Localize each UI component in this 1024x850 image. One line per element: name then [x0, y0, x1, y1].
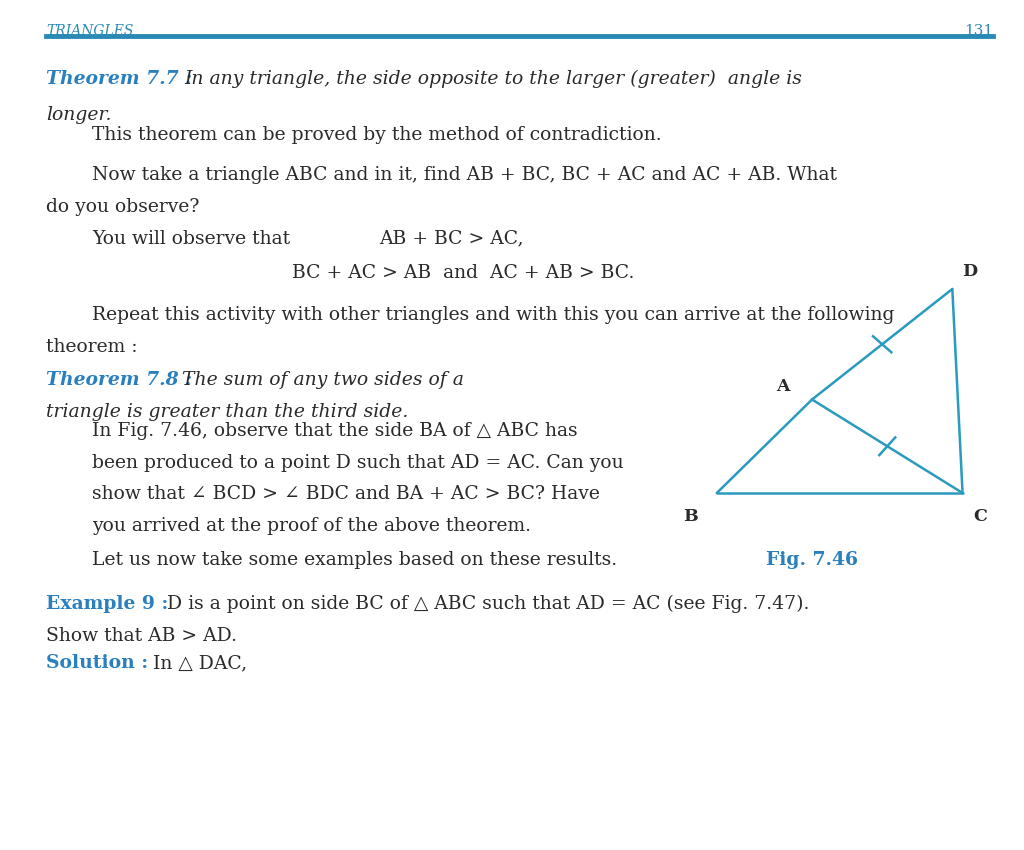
- Text: D is a point on side BC of △ ABC such that AD = AC (see Fig. 7.47).: D is a point on side BC of △ ABC such th…: [167, 595, 809, 613]
- Text: Theorem 7.8 :: Theorem 7.8 :: [46, 371, 199, 388]
- Text: you arrived at the proof of the above theorem.: you arrived at the proof of the above th…: [92, 517, 531, 535]
- Text: show that ∠ BCD > ∠ BDC and BA + AC > BC? Have: show that ∠ BCD > ∠ BDC and BA + AC > BC…: [92, 485, 600, 503]
- Text: Show that AB > AD.: Show that AB > AD.: [46, 627, 238, 645]
- Text: Fig. 7.46: Fig. 7.46: [766, 551, 858, 569]
- Text: AB + BC > AC,: AB + BC > AC,: [379, 230, 523, 247]
- Text: C: C: [973, 508, 987, 525]
- Text: triangle is greater than the third side.: triangle is greater than the third side.: [46, 403, 409, 421]
- Text: This theorem can be proved by the method of contradiction.: This theorem can be proved by the method…: [92, 126, 662, 144]
- Text: You will observe that: You will observe that: [92, 230, 290, 247]
- Text: Solution :: Solution :: [46, 654, 155, 672]
- Text: theorem :: theorem :: [46, 338, 137, 356]
- Text: been produced to a point D such that AD = AC. Can you: been produced to a point D such that AD …: [92, 454, 624, 472]
- Text: TRIANGLES: TRIANGLES: [46, 24, 133, 37]
- Text: Let us now take some examples based on these results.: Let us now take some examples based on t…: [92, 551, 617, 569]
- Text: do you observe?: do you observe?: [46, 198, 200, 216]
- Text: Now take a triangle ABC and in it, find AB + BC, BC + AC and AC + AB. What: Now take a triangle ABC and in it, find …: [92, 166, 838, 184]
- Text: The sum of any two sides of a: The sum of any two sides of a: [182, 371, 464, 388]
- Text: Example 9 :: Example 9 :: [46, 595, 175, 613]
- Text: In Fig. 7.46, observe that the side BA of △ ABC has: In Fig. 7.46, observe that the side BA o…: [92, 422, 578, 440]
- Text: In △ DAC,: In △ DAC,: [153, 654, 247, 672]
- Text: B: B: [684, 508, 698, 525]
- Text: longer.: longer.: [46, 106, 112, 124]
- Text: Theorem 7.7 :: Theorem 7.7 :: [46, 70, 199, 88]
- Text: A: A: [776, 378, 790, 395]
- Text: Repeat this activity with other triangles and with this you can arrive at the fo: Repeat this activity with other triangle…: [92, 306, 895, 324]
- Text: 131: 131: [965, 24, 993, 37]
- Text: BC + AC > AB  and  AC + AB > BC.: BC + AC > AB and AC + AB > BC.: [292, 264, 634, 281]
- Text: In any triangle, the side opposite to the larger (greater)  angle is: In any triangle, the side opposite to th…: [184, 70, 802, 88]
- Text: D: D: [963, 264, 978, 280]
